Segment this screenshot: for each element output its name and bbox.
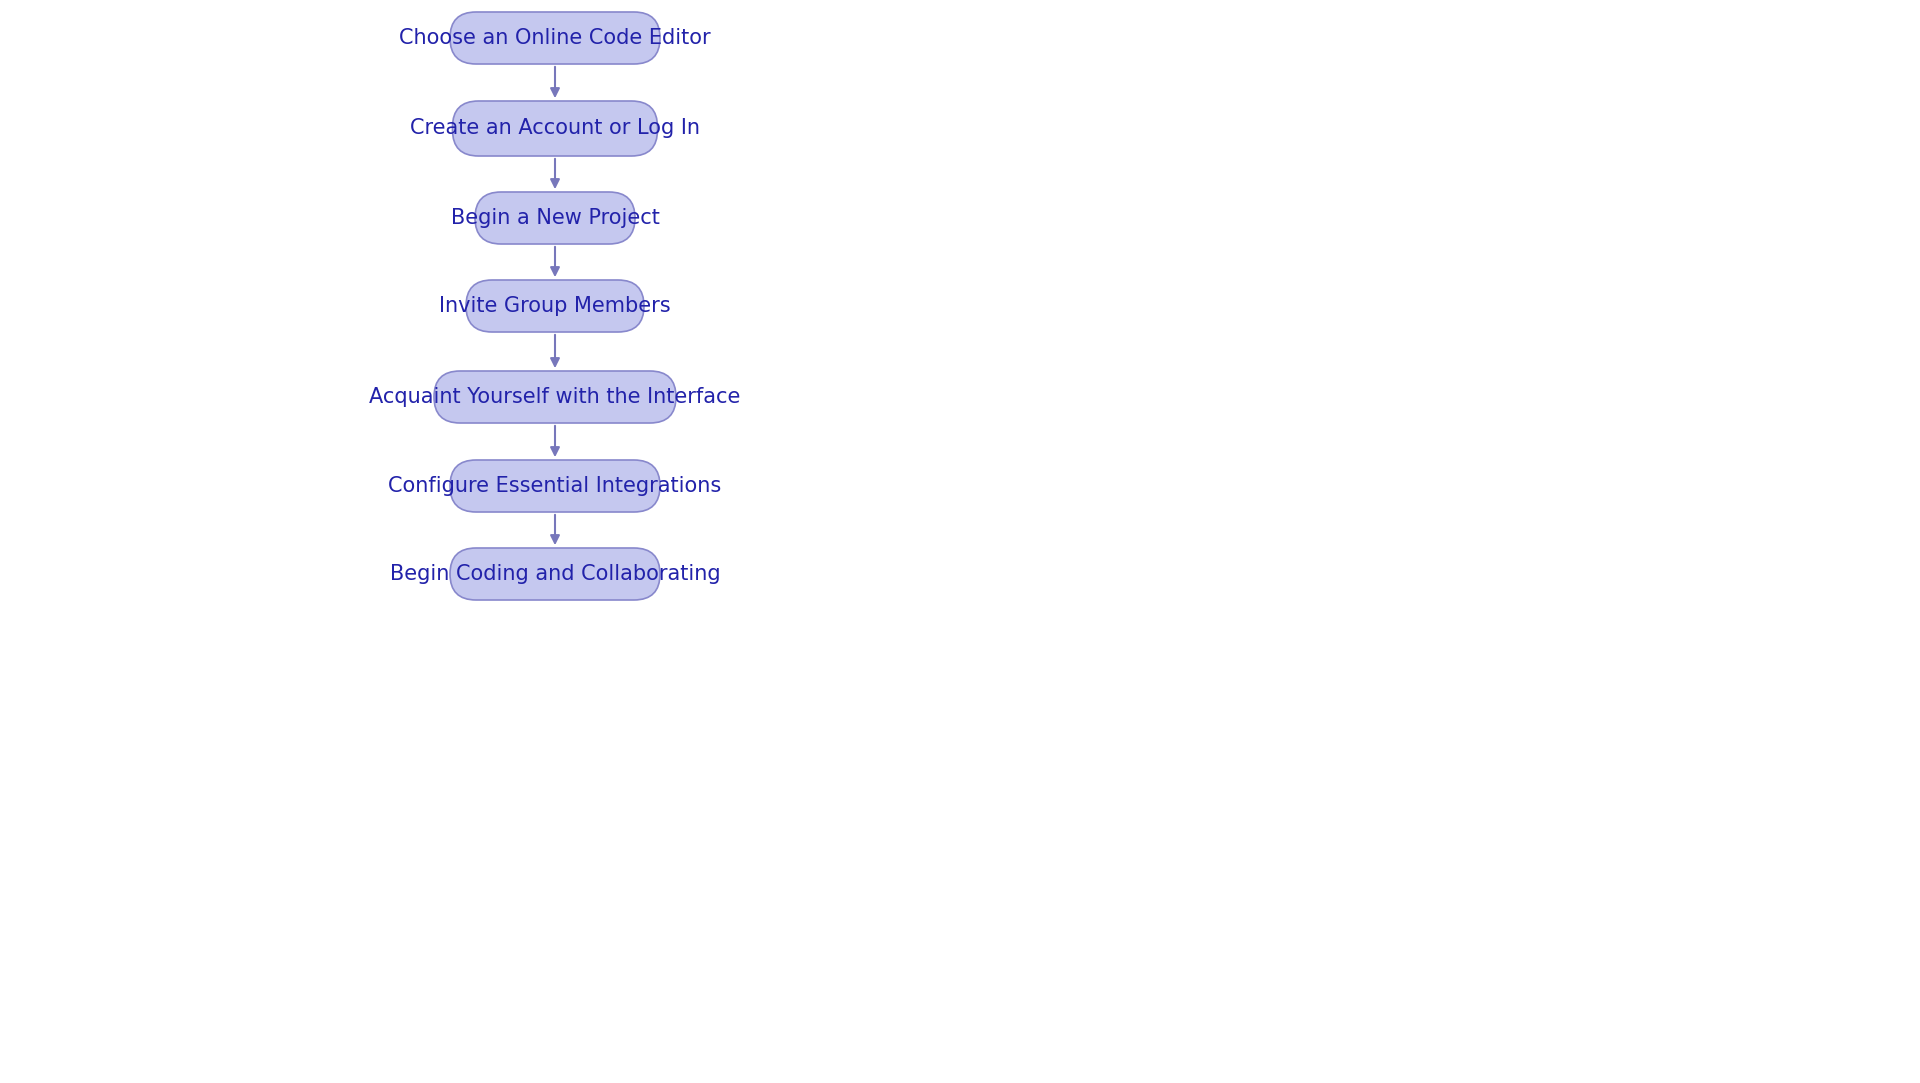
Text: Invite Group Members: Invite Group Members xyxy=(440,296,670,316)
FancyBboxPatch shape xyxy=(449,548,660,600)
Text: Create an Account or Log In: Create an Account or Log In xyxy=(411,118,701,139)
FancyBboxPatch shape xyxy=(474,192,636,244)
Text: Acquaint Yourself with the Interface: Acquaint Yourself with the Interface xyxy=(369,387,741,407)
FancyBboxPatch shape xyxy=(434,371,676,423)
Text: Begin Coding and Collaborating: Begin Coding and Collaborating xyxy=(390,564,720,584)
FancyBboxPatch shape xyxy=(449,12,660,64)
FancyBboxPatch shape xyxy=(467,280,643,332)
Text: Choose an Online Code Editor: Choose an Online Code Editor xyxy=(399,28,710,48)
FancyBboxPatch shape xyxy=(449,460,660,512)
Text: Configure Essential Integrations: Configure Essential Integrations xyxy=(388,477,722,496)
FancyBboxPatch shape xyxy=(453,101,657,156)
Text: Begin a New Project: Begin a New Project xyxy=(451,208,659,229)
